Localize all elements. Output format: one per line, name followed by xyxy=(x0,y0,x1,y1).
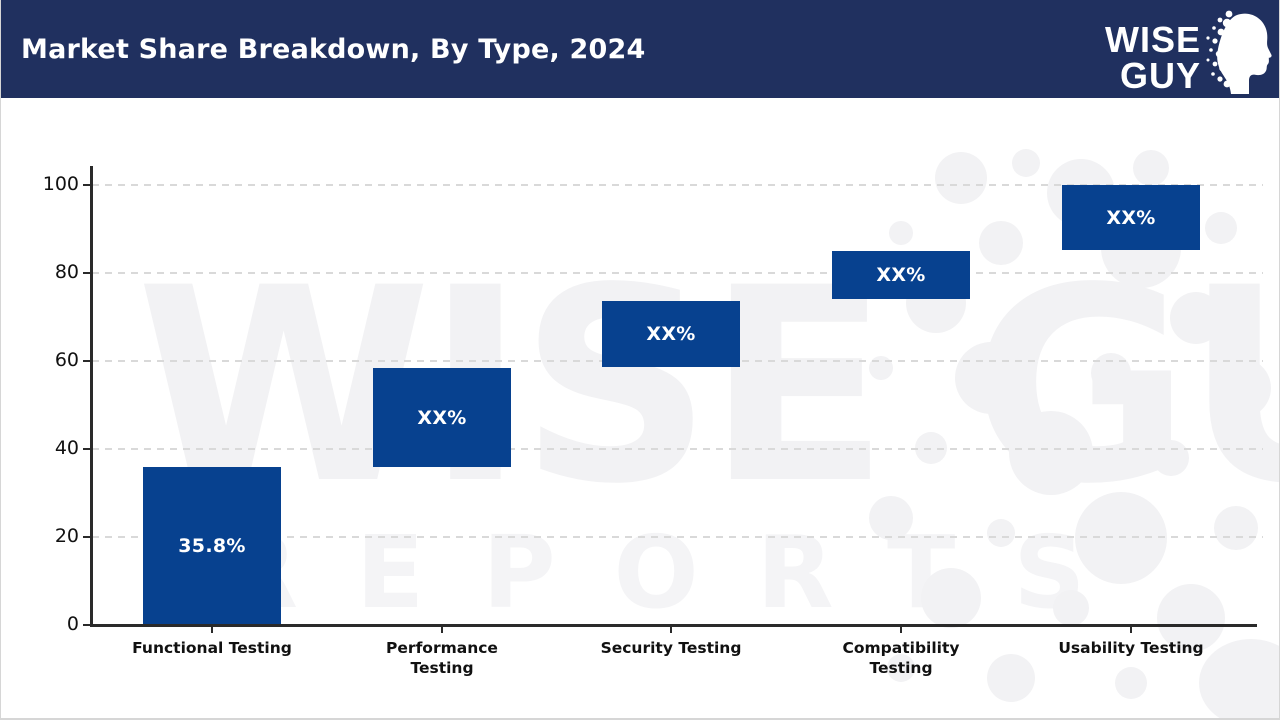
y-axis-tick xyxy=(83,360,91,362)
gridline xyxy=(92,272,1263,274)
bar: XX% xyxy=(373,368,511,468)
x-axis-tick xyxy=(670,626,672,633)
bar-value-label: XX% xyxy=(646,323,696,346)
bar: XX% xyxy=(602,301,740,368)
y-axis-spine xyxy=(90,166,93,626)
gridline xyxy=(92,184,1263,186)
y-axis-tick xyxy=(83,448,91,450)
gridline xyxy=(92,448,1263,450)
x-axis-spine xyxy=(90,624,1257,627)
y-axis-label: 0 xyxy=(66,613,79,635)
y-axis-tick xyxy=(83,272,91,274)
y-axis-tick xyxy=(83,624,91,626)
y-axis-label: 80 xyxy=(54,261,79,283)
y-axis-tick xyxy=(83,536,91,538)
x-axis-tick xyxy=(1130,626,1132,633)
x-axis-tick xyxy=(211,626,213,633)
bar-value-label: XX% xyxy=(417,406,467,429)
header-bar: Market Share Breakdown, By Type, 2024 WI… xyxy=(1,0,1279,129)
bar-value-label: XX% xyxy=(1106,206,1156,229)
y-axis-label: 40 xyxy=(54,437,79,459)
gridline xyxy=(92,536,1263,538)
x-axis-category-label: Functional Testing xyxy=(132,639,292,657)
bar-value-label: XX% xyxy=(876,264,926,287)
head-profile-dots-icon xyxy=(1206,10,1272,94)
bar: 35.8% xyxy=(143,467,281,625)
x-axis-category-label: Usability Testing xyxy=(1058,639,1204,657)
brand-name: WISE GUY xyxy=(1104,19,1201,96)
y-axis-label: 100 xyxy=(42,173,79,195)
x-axis-category-label: Performance Testing xyxy=(386,639,498,677)
x-axis-tick xyxy=(441,626,443,633)
x-axis-category-label: Security Testing xyxy=(600,639,742,657)
bar-value-label: 35.8% xyxy=(178,535,246,558)
y-axis-label: 20 xyxy=(54,525,79,547)
plot-area: 0 20 40 60 80 100 35.8% Functional Testing XX% Pe… xyxy=(1,98,1279,718)
bar: XX% xyxy=(1062,185,1200,251)
bar: XX% xyxy=(832,251,970,300)
brand-logo: WISE GUY R E P O R T S xyxy=(1023,6,1273,129)
y-axis-label: 60 xyxy=(54,349,79,371)
x-axis-tick xyxy=(900,626,902,633)
x-axis-category-label: Compatibility Testing xyxy=(842,639,960,677)
page-title: Market Share Breakdown, By Type, 2024 xyxy=(21,33,646,65)
y-axis-tick xyxy=(83,184,91,186)
